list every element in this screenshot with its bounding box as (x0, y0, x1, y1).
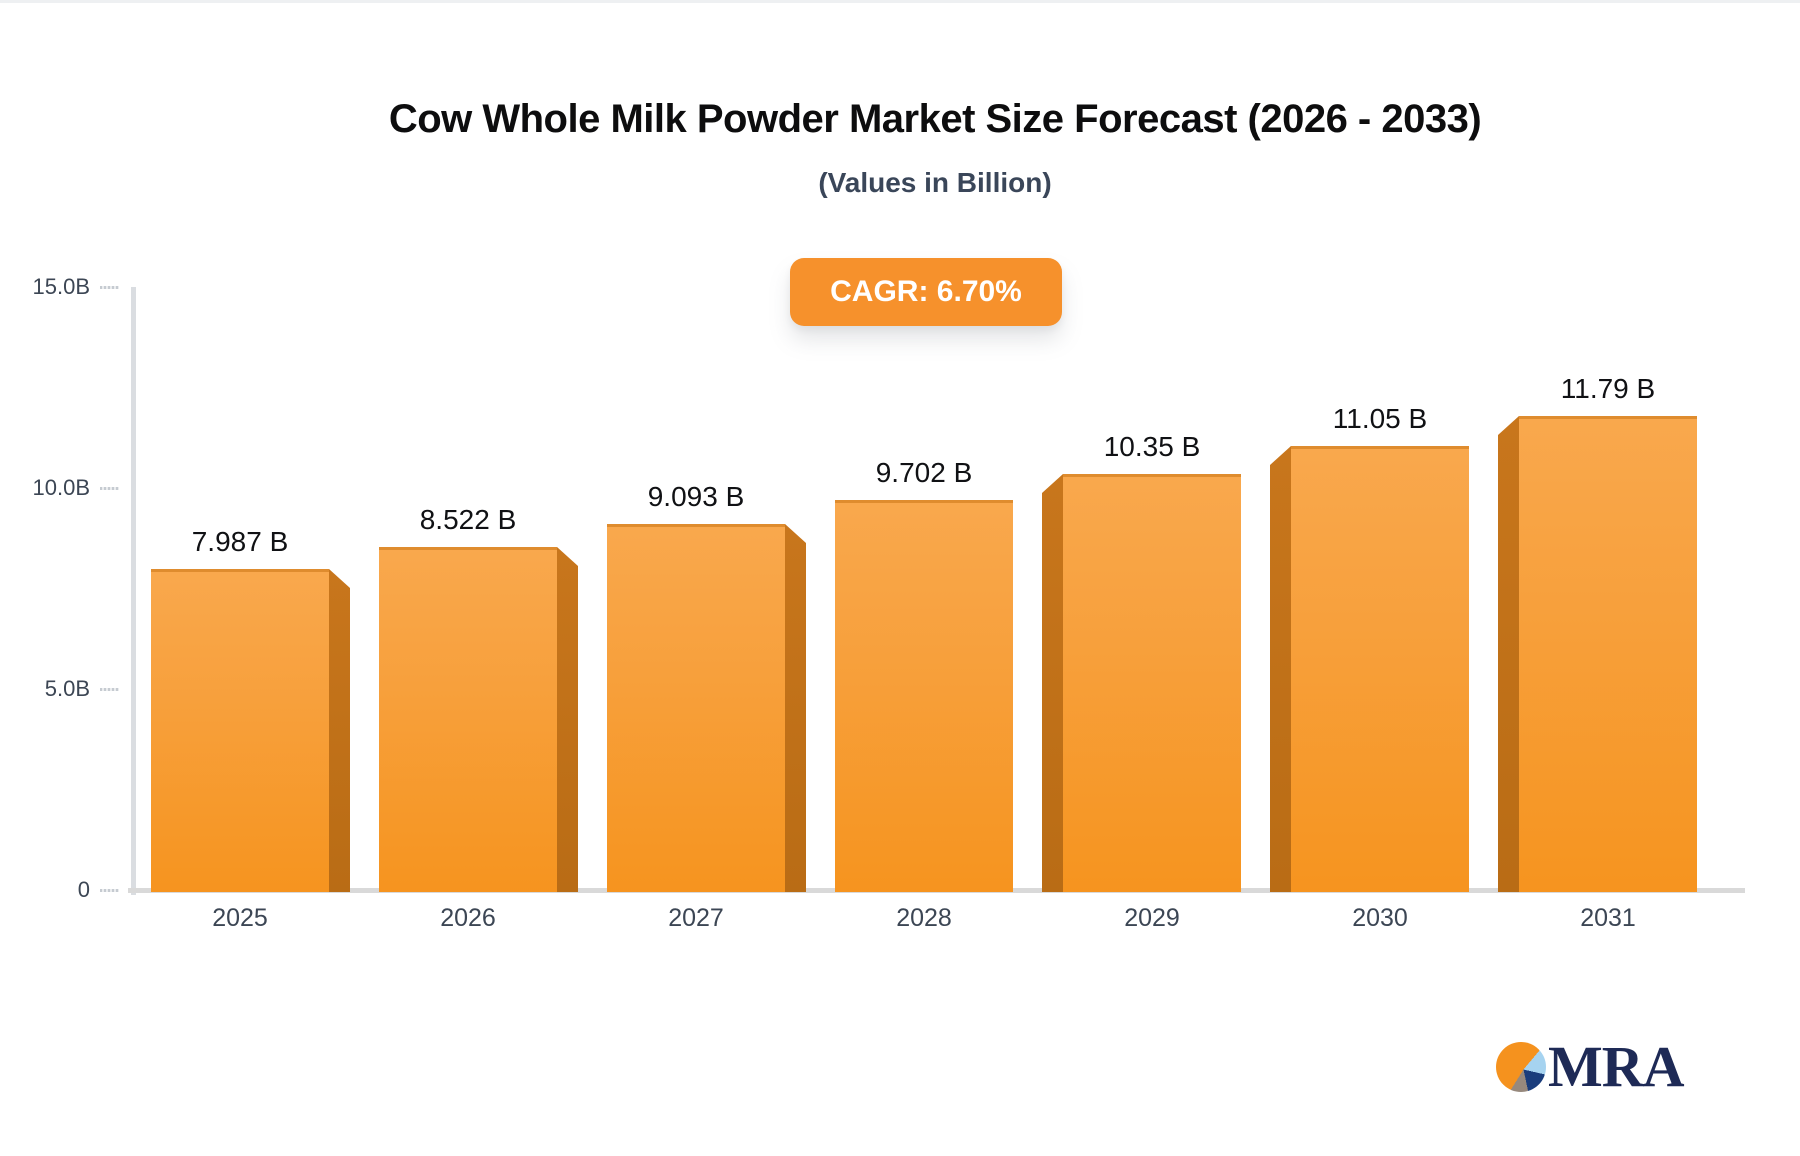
bar-2030 (1291, 446, 1469, 892)
x-label-2031: 2031 (1580, 904, 1636, 932)
cagr-badge: CAGR: 6.70% (790, 258, 1062, 326)
bar-side-2025 (329, 569, 350, 892)
bar-2026 (379, 547, 557, 892)
y-tick-mark-5.0B (100, 688, 119, 691)
x-label-2029: 2029 (1124, 904, 1180, 932)
logo-text: MRA (1548, 1034, 1685, 1099)
x-label-2027: 2027 (668, 904, 724, 932)
bar-2027 (607, 524, 785, 892)
x-label-2025: 2025 (212, 904, 268, 932)
y-tick-mark-10.0B (100, 487, 119, 490)
y-tick-label-10.0B: 10.0B (32, 475, 91, 500)
x-label-2026: 2026 (440, 904, 496, 932)
bar-value-2027: 9.093 B (647, 481, 745, 512)
y-tick-label-0: 0 (77, 877, 90, 902)
bar-side-2026 (557, 547, 578, 892)
mra-logo[interactable]: MRA (1496, 1034, 1685, 1099)
y-tick-mark-0 (100, 889, 119, 892)
bar-side-2031 (1498, 416, 1519, 892)
x-label-2030: 2030 (1352, 904, 1408, 932)
bar-value-2028: 9.702 B (875, 457, 973, 488)
bar-side-2029 (1042, 474, 1063, 892)
chart-subtitle: (Values in Billion) (818, 167, 1052, 198)
bar-2028 (835, 500, 1013, 892)
y-axis-line (131, 287, 136, 895)
bar-value-2031: 11.79 B (1560, 373, 1656, 404)
bar-2029 (1063, 474, 1241, 892)
top-edge-divider (0, 0, 1800, 3)
bar-value-2030: 11.05 B (1332, 403, 1428, 434)
x-label-2028: 2028 (896, 904, 952, 932)
bar-value-2029: 10.35 B (1103, 431, 1201, 462)
bar-side-2027 (785, 524, 806, 892)
bar-value-2026: 8.522 B (419, 504, 517, 535)
y-tick-label-15.0B: 15.0B (32, 274, 91, 299)
pie-chart-icon (1496, 1042, 1546, 1092)
chart-title: Cow Whole Milk Powder Market Size Foreca… (388, 97, 1482, 141)
bar-side-2030 (1270, 446, 1291, 892)
bar-2031 (1519, 416, 1697, 892)
y-tick-mark-15.0B (100, 286, 119, 289)
y-tick-label-5.0B: 5.0B (44, 676, 90, 701)
bar-value-2025: 7.987 B (191, 526, 289, 557)
bar-2025 (151, 569, 329, 892)
